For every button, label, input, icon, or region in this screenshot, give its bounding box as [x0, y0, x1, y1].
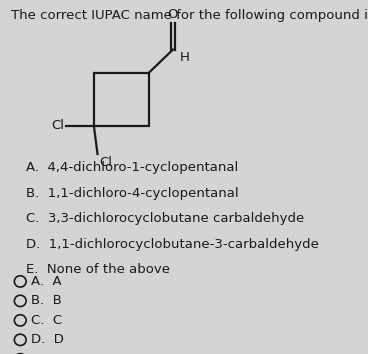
Text: O: O [168, 8, 178, 21]
Text: C.  3,3-dichlorocyclobutane carbaldehyde: C. 3,3-dichlorocyclobutane carbaldehyde [26, 212, 304, 225]
Text: C.  C: C. C [31, 314, 63, 327]
Text: E.  E: E. E [31, 353, 60, 354]
Text: H: H [180, 51, 190, 64]
Text: B.  B: B. B [31, 295, 62, 307]
Text: D.  1,1-dichlorocyclobutane-3-carbaldehyde: D. 1,1-dichlorocyclobutane-3-carbaldehyd… [26, 238, 319, 251]
Text: Cl: Cl [52, 119, 64, 132]
Text: A.  4,4-dichloro-1-cyclopentanal: A. 4,4-dichloro-1-cyclopentanal [26, 161, 238, 174]
Text: A.  A: A. A [31, 275, 62, 288]
Text: Cl: Cl [99, 156, 112, 169]
Text: The correct IUPAC name for the following compound is:: The correct IUPAC name for the following… [11, 9, 368, 22]
Text: B.  1,1-dichloro-4-cyclopentanal: B. 1,1-dichloro-4-cyclopentanal [26, 187, 238, 200]
Text: D.  D: D. D [31, 333, 64, 346]
Text: E.  None of the above: E. None of the above [26, 263, 170, 276]
